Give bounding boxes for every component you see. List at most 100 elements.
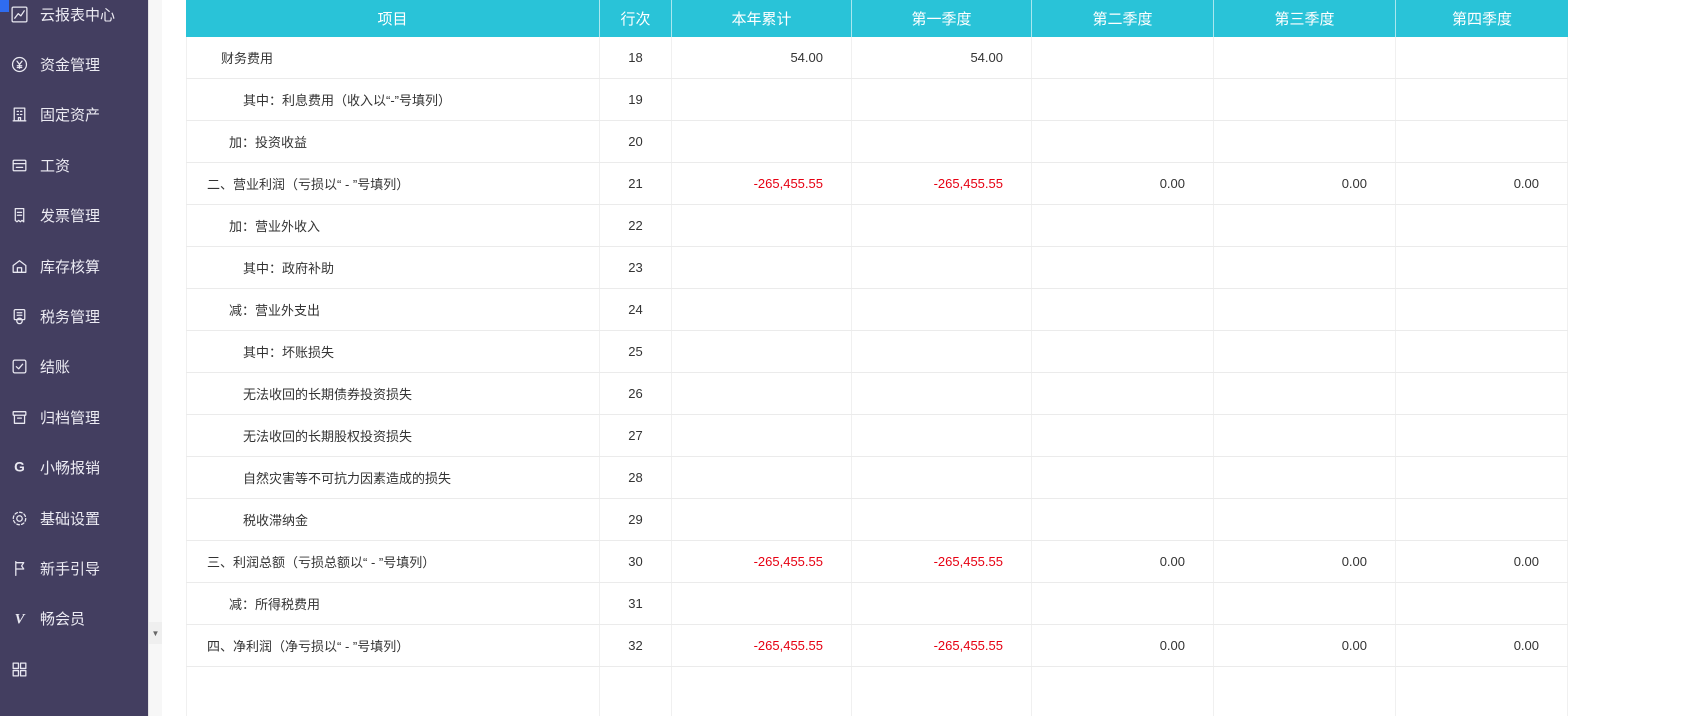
cell-item-label: 加：营业外收入 — [186, 205, 600, 246]
cell-value — [1214, 205, 1396, 246]
cell-value: 54.00 — [852, 37, 1032, 78]
cell-value — [1396, 583, 1568, 624]
cell-value — [852, 373, 1032, 414]
table-row: 二、营业利润（亏损以“ - ”号填列） 21 -265,455.55 -265,455… — [186, 163, 1568, 205]
cell-value — [1032, 121, 1214, 162]
invoice-icon — [10, 206, 29, 225]
sidebar-item-beginner-guide[interactable]: 新手引导 — [0, 543, 148, 593]
cell-value: 0.00 — [1214, 163, 1396, 204]
cell-value — [672, 583, 852, 624]
archive-icon — [10, 408, 29, 427]
flag-icon — [10, 559, 29, 578]
cell-value — [1396, 331, 1568, 372]
sidebar-item-label: 工资 — [40, 157, 71, 175]
cell-value — [1396, 121, 1568, 162]
cell-value — [1032, 331, 1214, 372]
sidebar-item-label: 畅会员 — [40, 611, 86, 629]
sidebar-item-tax-management[interactable]: 税务管理 — [0, 291, 148, 341]
column-header-4: 第二季度 — [1032, 0, 1214, 37]
cell-item-label: 无法收回的长期股权投资损失 — [186, 415, 600, 456]
cell-value: 0.00 — [1396, 163, 1568, 204]
sidebar-menu: 云报表中心资金管理固定资产工资发票管理 库存核算 税务管理 结账 归档管理 G 小畅报销基础… — [0, 0, 148, 694]
sidebar-item-closing[interactable]: 结账 — [0, 342, 148, 392]
cell-value — [1214, 247, 1396, 288]
sidebar-item-label: 云报表中心 — [40, 6, 116, 24]
sidebar-item-basic-settings[interactable]: 基础设置 — [0, 493, 148, 543]
chart-icon — [10, 5, 29, 24]
cell-empty — [600, 667, 672, 716]
gear-icon — [10, 509, 29, 528]
sidebar-item-inventory-accounting[interactable]: 库存核算 — [0, 241, 148, 291]
cell-line-number: 18 — [600, 37, 672, 78]
cell-line-number: 23 — [600, 247, 672, 288]
cell-empty — [1032, 667, 1214, 716]
cell-empty — [852, 667, 1032, 716]
cell-line-number: 24 — [600, 289, 672, 330]
cell-value — [852, 247, 1032, 288]
cell-value: -265,455.55 — [672, 163, 852, 204]
cell-value — [1396, 37, 1568, 78]
sidebar-item-funds-management[interactable]: 资金管理 — [0, 39, 148, 89]
cell-value — [1032, 415, 1214, 456]
cell-value — [1214, 331, 1396, 372]
sidebar-scrollbar[interactable]: ▼ — [148, 0, 162, 716]
column-header-6: 第四季度 — [1451, 11, 1512, 28]
cell-item-label: 减：营业外支出 — [186, 289, 600, 330]
cell-value — [1032, 499, 1214, 540]
cell-value: 0.00 — [1032, 163, 1214, 204]
cell-value — [1032, 457, 1214, 498]
cell-value: 0.00 — [1032, 625, 1214, 666]
sidebar-item-salary[interactable]: 工资 — [0, 140, 148, 190]
sidebar-item-fixed-assets[interactable]: 固定资产 — [0, 90, 148, 140]
sidebar-item-archive-management[interactable]: 归档管理 — [0, 392, 148, 442]
cell-value — [1214, 457, 1396, 498]
table-row: 财务费用 18 54.00 54.00 — [186, 37, 1568, 79]
cell-value — [672, 121, 852, 162]
scroll-down-arrow-icon[interactable]: ▼ — [149, 622, 162, 644]
svg-text:G: G — [14, 460, 25, 475]
cell-value — [672, 79, 852, 120]
cell-value — [852, 583, 1032, 624]
cell-value — [852, 79, 1032, 120]
tax-icon — [10, 307, 29, 326]
sidebar-item-xiaochang-reimburse[interactable]: G 小畅报销 — [0, 443, 148, 493]
cell-empty — [1396, 667, 1568, 716]
table-row: 三、利润总额（亏损总额以“ - ”号填列） 30 -265,455.55 -265,4… — [186, 541, 1568, 583]
cell-item-label: 二、营业利润（亏损以“ - ”号填列） — [186, 163, 600, 204]
cell-line-number: 32 — [600, 625, 672, 666]
cell-empty — [186, 667, 600, 716]
sidebar-item-cloud-report-center[interactable]: 云报表中心 — [0, 0, 148, 39]
cell-value — [1032, 583, 1214, 624]
sidebar-item-chang-member[interactable]: V 畅会员 — [0, 594, 148, 644]
cell-line-number: 27 — [600, 415, 672, 456]
table-row: 税收滞纳金 29 — [186, 499, 1568, 541]
salary-icon — [10, 156, 29, 175]
cell-value — [1214, 583, 1396, 624]
table-row: 加：营业外收入 22 — [186, 205, 1568, 247]
sidebar-item-invoice-management[interactable]: 发票管理 — [0, 191, 148, 241]
closing-icon — [10, 357, 29, 376]
cell-item-label: 三、利润总额（亏损总额以“ - ”号填列） — [186, 541, 600, 582]
cell-item-label: 其中：政府补助 — [186, 247, 600, 288]
sidebar-item-label: 小畅报销 — [40, 460, 101, 478]
cell-value: 0.00 — [1214, 541, 1396, 582]
cell-value — [672, 415, 852, 456]
sidebar-item-label: 新手引导 — [40, 560, 101, 578]
cell-value — [1214, 415, 1396, 456]
letter-v-icon: V — [10, 609, 29, 628]
grid-icon — [10, 660, 29, 679]
cell-value: 0.00 — [1032, 541, 1214, 582]
sidebar-item-partial[interactable] — [0, 644, 148, 694]
cell-value — [852, 205, 1032, 246]
sidebar-item-label: 固定资产 — [40, 107, 101, 125]
cell-empty — [672, 667, 852, 716]
table-header-row: 项目 行次 本年累计 第一季度 第二季度 第三季度 第四季度 — [186, 0, 1568, 37]
table-row: 无法收回的长期股权投资损失 27 — [186, 415, 1568, 457]
table-row: 其中：利息费用（收入以“-”号填列） 19 — [186, 79, 1568, 121]
cell-item-label: 四、净利润（净亏损以“ - ”号填列） — [186, 625, 600, 666]
table-body: 财务费用 18 54.00 54.00 其中：利息费用（收入以“-”号填列） 19 加：投资… — [186, 37, 1568, 716]
cell-value — [852, 289, 1032, 330]
corner-accent — [0, 0, 9, 12]
cell-value — [672, 205, 852, 246]
report-table: 项目 行次 本年累计 第一季度 第二季度 第三季度 第四季度 财务费用 18 54.00 54.0… — [186, 0, 1568, 716]
